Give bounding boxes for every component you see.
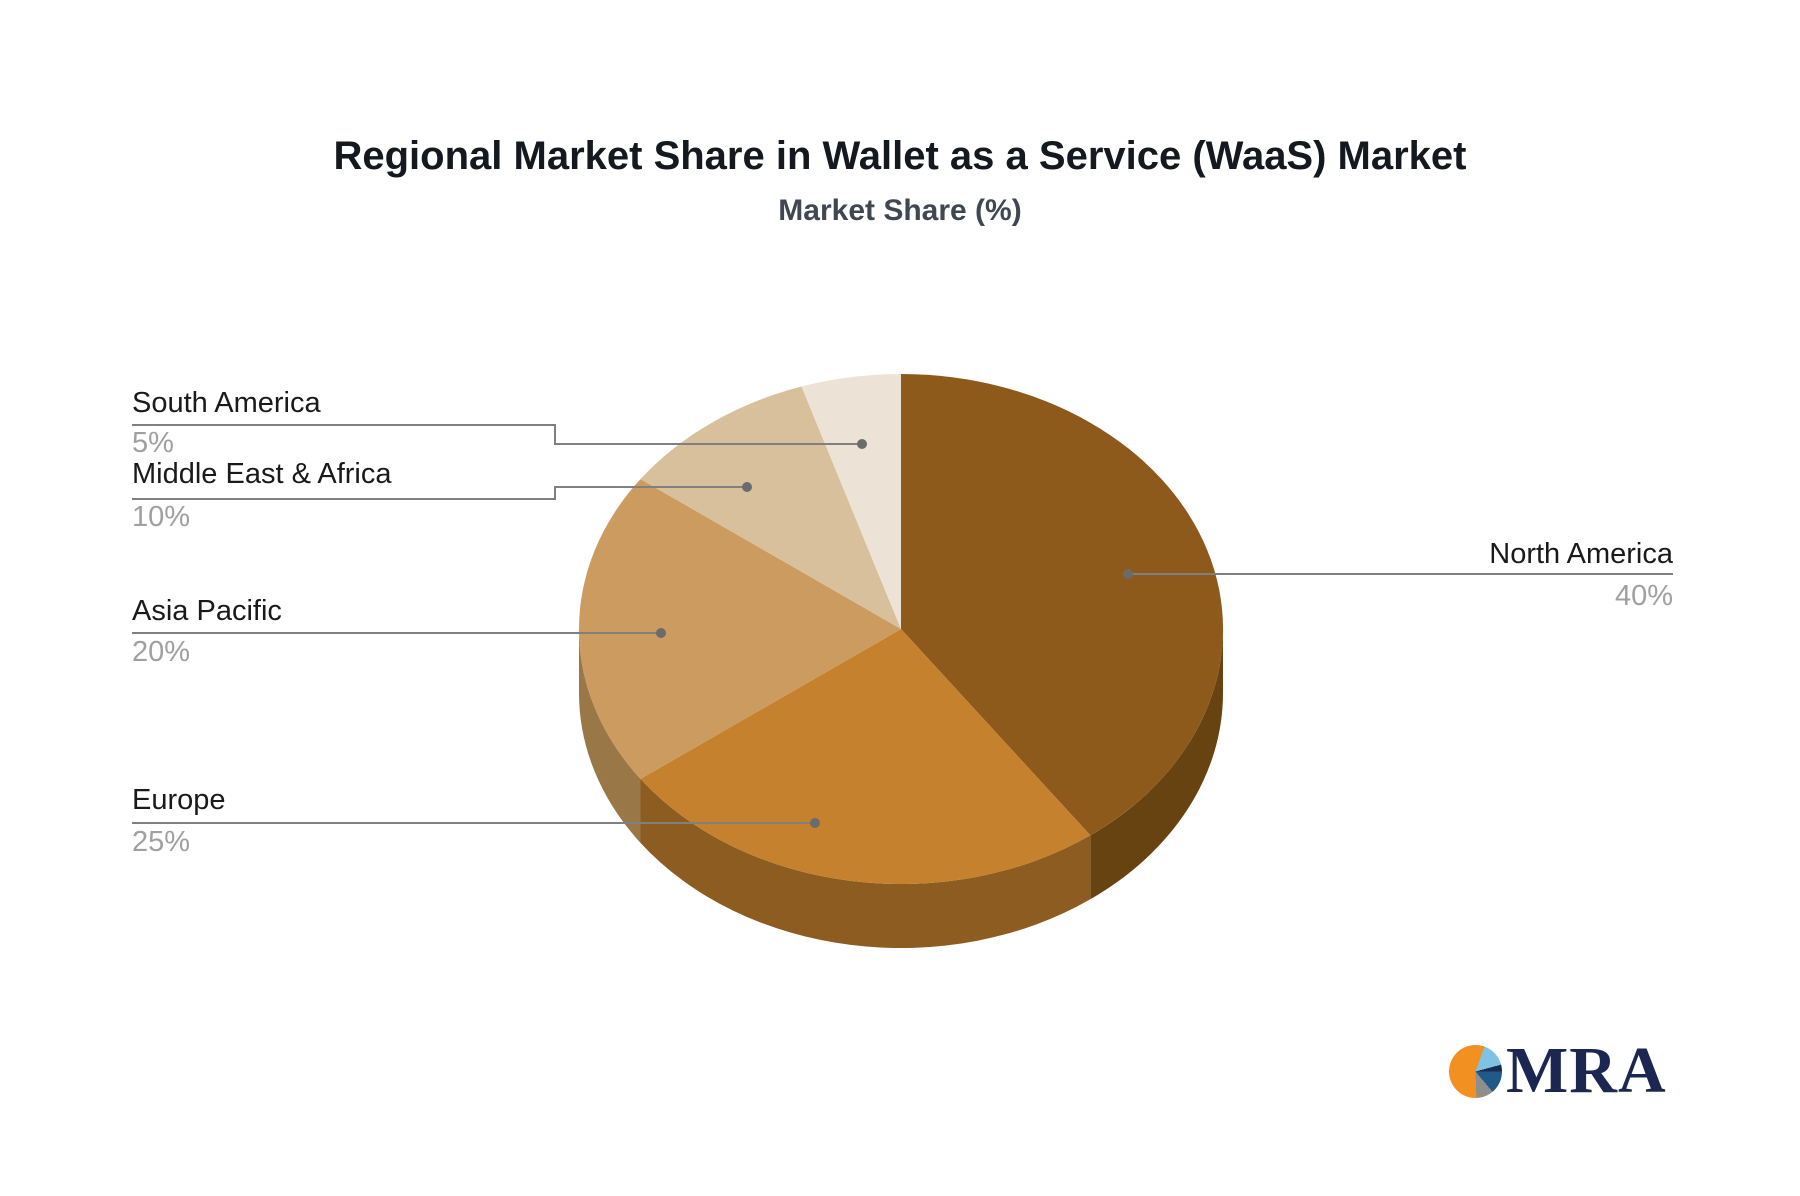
callout-line-south-america — [132, 424, 862, 445]
slice-side-europe — [640, 778, 1091, 949]
callout-value-middle-east-africa: 10% — [132, 501, 190, 533]
slice-north-america — [901, 374, 1224, 836]
mra-logo: MRA — [1449, 1038, 1667, 1104]
slice-side-north-america — [1090, 629, 1223, 900]
callout-dot-middle-east-africa — [742, 482, 752, 492]
callout-label-europe: Europe — [132, 784, 226, 816]
callout-value-south-america: 5% — [132, 427, 174, 459]
callout-dot-europe — [810, 818, 820, 828]
slice-asia-pacific — [578, 479, 901, 779]
callout-dot-north-america — [1123, 569, 1133, 579]
callout-dot-asia-pacific — [656, 628, 666, 638]
chart-subtitle: Market Share (%) — [778, 194, 1022, 227]
callout-label-north-america: North America — [1489, 538, 1674, 570]
slice-europe — [640, 629, 1091, 885]
slice-south-america — [801, 374, 901, 629]
slice-side-asia-pacific — [579, 629, 641, 843]
slice-middle-east-africa — [640, 386, 901, 629]
callout-dot-south-america — [857, 439, 867, 449]
chart-title: Regional Market Share in Wallet as a Ser… — [333, 134, 1467, 178]
callout-value-asia-pacific: 20% — [132, 636, 190, 668]
logo-text: MRA — [1506, 1034, 1667, 1107]
callout-value-north-america: 40% — [1615, 580, 1673, 612]
callout-label-asia-pacific: Asia Pacific — [132, 595, 282, 627]
callout-label-south-america: South America — [132, 387, 321, 419]
callout-line-middle-east-africa — [132, 486, 747, 500]
callout-value-europe: 25% — [132, 826, 190, 858]
callout-label-middle-east-africa: Middle East & Africa — [132, 458, 392, 490]
pie-chart-icon — [1449, 1044, 1502, 1098]
